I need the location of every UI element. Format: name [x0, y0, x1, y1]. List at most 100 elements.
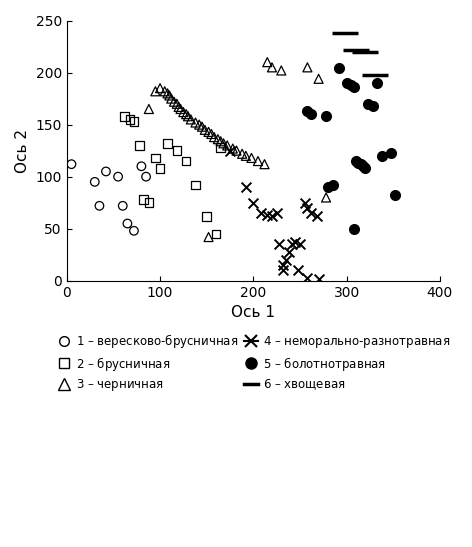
- Point: [164, 139, 171, 148]
- Point: [145, 104, 152, 113]
- Point: [192, 181, 199, 189]
- Point: [254, 156, 262, 165]
- Point: [303, 107, 311, 115]
- Point: [203, 212, 211, 220]
- Point: [373, 79, 381, 88]
- Point: [242, 183, 250, 191]
- Point: [217, 143, 225, 152]
- Point: [173, 100, 181, 108]
- Point: [219, 139, 227, 148]
- Point: [391, 191, 399, 200]
- Point: [354, 159, 362, 167]
- Point: [124, 219, 131, 228]
- Point: [343, 79, 350, 88]
- Point: [138, 162, 145, 171]
- Point: [119, 201, 126, 210]
- Point: [182, 110, 190, 119]
- Point: [91, 177, 99, 186]
- Point: [268, 63, 276, 72]
- Point: [362, 164, 369, 173]
- Point: [175, 102, 183, 111]
- Point: [166, 91, 173, 100]
- Point: [145, 199, 152, 207]
- Point: [261, 160, 268, 168]
- Point: [192, 118, 199, 127]
- Point: [102, 167, 110, 176]
- Point: [152, 154, 159, 162]
- Point: [182, 156, 190, 165]
- Point: [173, 146, 181, 155]
- Point: [279, 261, 287, 270]
- Point: [187, 115, 194, 124]
- Point: [130, 117, 138, 126]
- Point: [195, 120, 203, 129]
- Point: [257, 209, 264, 218]
- X-axis label: Ось 1: Ось 1: [231, 305, 275, 320]
- Point: [198, 123, 206, 131]
- Point: [140, 195, 147, 204]
- Point: [156, 164, 164, 173]
- Point: [289, 240, 296, 249]
- Point: [296, 240, 303, 249]
- Point: [276, 240, 283, 249]
- Point: [329, 181, 337, 189]
- Point: [233, 146, 240, 155]
- Point: [212, 230, 220, 238]
- Point: [201, 125, 209, 134]
- Point: [347, 80, 355, 89]
- Point: [121, 112, 128, 121]
- Point: [360, 162, 367, 171]
- Point: [226, 146, 234, 155]
- Point: [250, 199, 257, 207]
- Point: [295, 266, 302, 275]
- Point: [205, 127, 212, 136]
- Point: [322, 193, 330, 202]
- Legend: $\it{1}$ – вересково-брусничная, $\it{2}$ – брусничная, $\it{3}$ – черничная, $\: $\it{1}$ – вересково-брусничная, $\it{2}…: [53, 328, 454, 397]
- Point: [364, 100, 372, 108]
- Point: [114, 172, 122, 181]
- Point: [67, 160, 75, 168]
- Point: [214, 135, 222, 143]
- Point: [388, 148, 395, 157]
- Point: [96, 201, 103, 210]
- Point: [324, 183, 332, 191]
- Point: [126, 115, 134, 124]
- Point: [322, 112, 330, 121]
- Point: [164, 89, 171, 98]
- Point: [279, 266, 287, 275]
- Point: [179, 108, 187, 117]
- Point: [177, 104, 185, 113]
- Point: [350, 83, 358, 91]
- Point: [184, 112, 192, 121]
- Point: [152, 87, 159, 96]
- Point: [307, 209, 315, 218]
- Point: [278, 66, 285, 75]
- Point: [142, 172, 150, 181]
- Point: [130, 226, 138, 235]
- Point: [285, 247, 293, 256]
- Point: [315, 74, 322, 83]
- Point: [303, 203, 311, 212]
- Point: [313, 212, 320, 220]
- Point: [248, 154, 255, 162]
- Point: [211, 133, 218, 142]
- Point: [223, 141, 231, 150]
- Point: [369, 102, 377, 110]
- Point: [352, 156, 360, 165]
- Point: [315, 275, 322, 283]
- Point: [268, 212, 276, 220]
- Point: [303, 274, 311, 282]
- Point: [242, 152, 250, 160]
- Point: [378, 152, 386, 160]
- Point: [282, 255, 290, 264]
- Point: [263, 211, 271, 219]
- Point: [205, 232, 212, 241]
- Point: [263, 58, 271, 67]
- Point: [303, 63, 311, 72]
- Point: [273, 209, 280, 218]
- Point: [307, 110, 315, 119]
- Point: [229, 144, 236, 153]
- Point: [208, 130, 215, 138]
- Point: [335, 64, 343, 73]
- Point: [301, 199, 308, 207]
